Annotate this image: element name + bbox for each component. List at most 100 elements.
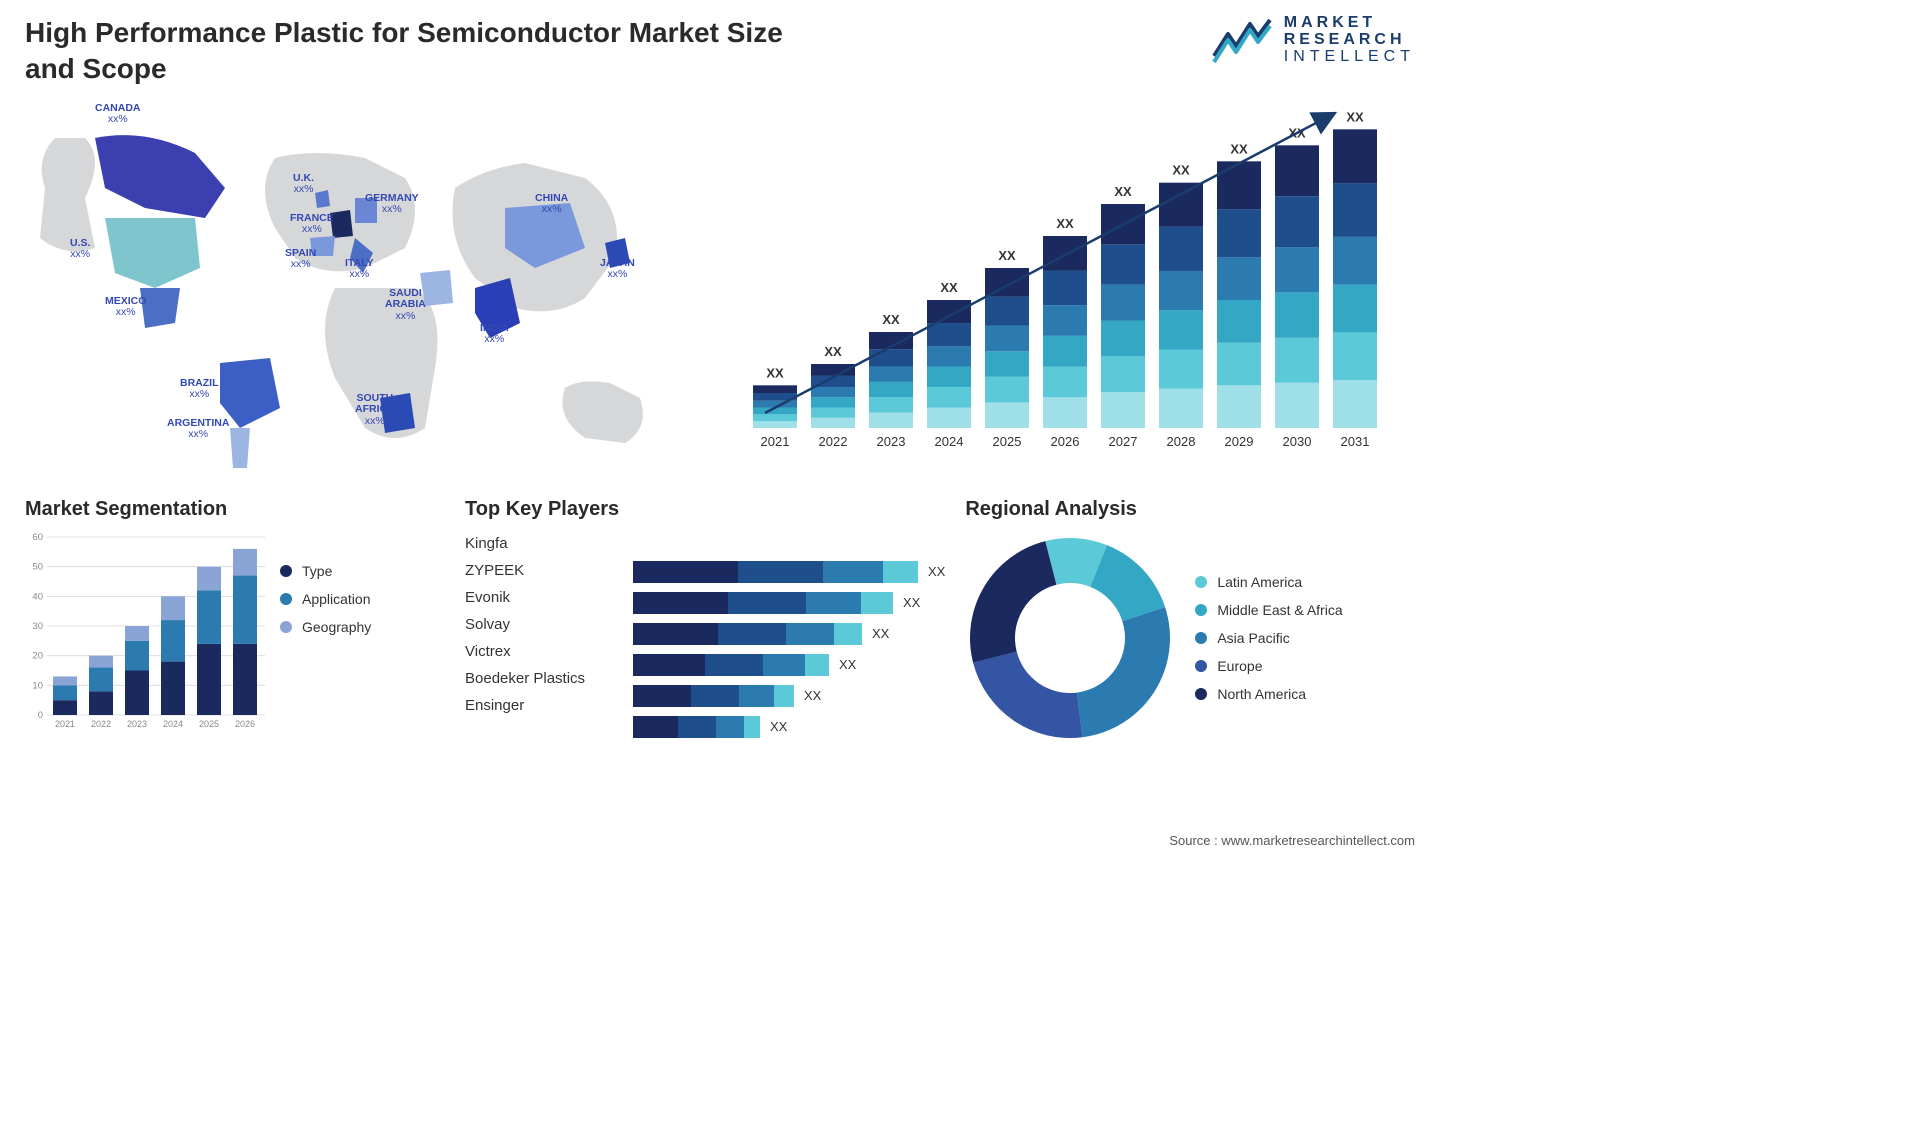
player-bar-value: XX (903, 595, 920, 610)
donut-slice (973, 651, 1082, 737)
main-bar-seg (811, 418, 855, 428)
main-bar-seg (869, 412, 913, 427)
brand-logo: MARKET RESEARCH INTELLECT (1212, 15, 1415, 65)
main-bar-seg (1275, 292, 1319, 337)
segmentation-title: Market Segmentation (25, 498, 445, 521)
player-name: Boedeker Plastics (465, 670, 615, 687)
seg-bar-seg (197, 566, 221, 590)
main-bar-seg (1159, 227, 1203, 271)
logo-line1: MARKET (1284, 15, 1415, 32)
main-bar-seg (1217, 342, 1261, 385)
main-bar-seg (753, 414, 797, 421)
player-name: Victrex (465, 643, 615, 660)
segmentation-chart: 0102030405060202120222023202420252026 (25, 533, 265, 743)
map-label-china: CHINAxx% (535, 193, 568, 216)
main-bar-seg (927, 366, 971, 386)
svg-text:60: 60 (32, 533, 43, 543)
seg-legend-item: Application (280, 591, 371, 607)
seg-bar-seg (53, 700, 77, 715)
main-bar-seg (1333, 183, 1377, 237)
main-bar-seg (985, 325, 1029, 351)
main-bar-seg (753, 421, 797, 428)
main-bar-seg (1101, 356, 1145, 392)
main-bar-seg (1217, 257, 1261, 300)
main-bar-value: XX (1230, 141, 1248, 156)
main-bar-seg (869, 382, 913, 397)
seg-bar-seg (89, 655, 113, 667)
seg-bar-seg (125, 670, 149, 715)
map-argentina (230, 428, 250, 468)
main-bar-seg (1159, 389, 1203, 428)
seg-legend-item: Type (280, 563, 371, 579)
main-bar-seg (927, 407, 971, 427)
seg-bar-seg (233, 644, 257, 715)
logo-line2: RESEARCH (1284, 32, 1415, 49)
map-label-canada: CANADAxx% (95, 103, 141, 126)
donut-slice (1077, 607, 1170, 737)
main-bar-seg (869, 349, 913, 366)
regional-title: Regional Analysis (965, 498, 1415, 521)
main-bar-seg (1275, 145, 1319, 196)
main-bar-seg (811, 407, 855, 417)
world-map-panel: CANADAxx%U.S.xx%MEXICOxx%BRAZILxx%ARGENT… (25, 98, 705, 478)
main-bar-value: XX (766, 365, 784, 380)
seg-bar-seg (161, 596, 185, 620)
main-bar-seg (1275, 383, 1319, 428)
main-bar-seg (1043, 270, 1087, 305)
main-bar-seg (1159, 349, 1203, 388)
players-bars: XXXXXXXXXXXX (633, 533, 945, 738)
players-list: KingfaZYPEEKEvonikSolvayVictrexBoedeker … (465, 533, 615, 738)
main-bar-seg (1159, 182, 1203, 226)
main-bar-year: 2023 (877, 434, 906, 449)
seg-bar-seg (161, 620, 185, 662)
main-bar-seg (1101, 284, 1145, 320)
seg-bar-seg (53, 676, 77, 685)
main-bar-seg (1333, 380, 1377, 428)
map-label-argentina: ARGENTINAxx% (167, 418, 229, 441)
main-bar-seg (811, 397, 855, 407)
main-bar-seg (1275, 337, 1319, 382)
players-title: Top Key Players (465, 498, 945, 521)
main-bar-seg (927, 323, 971, 346)
seg-bar-seg (197, 590, 221, 643)
regional-legend-item: Asia Pacific (1195, 630, 1342, 646)
main-bar-seg (1043, 366, 1087, 397)
main-bar-value: XX (1114, 184, 1132, 199)
main-bar-year: 2028 (1167, 434, 1196, 449)
main-bar-year: 2021 (761, 434, 790, 449)
main-bar-year: 2031 (1341, 434, 1370, 449)
main-bar-seg (985, 377, 1029, 403)
seg-bar-seg (197, 644, 221, 715)
svg-text:30: 30 (32, 621, 43, 632)
seg-bar-seg (89, 667, 113, 691)
main-bar-value: XX (998, 248, 1016, 263)
main-bar-value: XX (824, 344, 842, 359)
main-bar-value: XX (1346, 109, 1364, 124)
main-bar-seg (985, 402, 1029, 428)
svg-text:2021: 2021 (55, 719, 75, 729)
main-bar-seg (1275, 196, 1319, 247)
map-label-france: FRANCExx% (290, 213, 334, 236)
main-bar-seg (927, 387, 971, 407)
main-bar-seg (1159, 271, 1203, 310)
map-uk (315, 190, 330, 208)
svg-text:2022: 2022 (91, 719, 111, 729)
player-bar-value: XX (872, 626, 889, 641)
main-bar-seg (1333, 129, 1377, 183)
main-bar-seg (1333, 284, 1377, 332)
main-bar-seg (1217, 300, 1261, 343)
map-label-germany: GERMANYxx% (365, 193, 419, 216)
main-bar-seg (1101, 392, 1145, 428)
player-bar-row: XX (633, 623, 945, 645)
main-bar-seg (1043, 397, 1087, 428)
seg-bar-seg (125, 626, 149, 641)
main-bar-seg (1333, 237, 1377, 285)
map-label-u.k.: U.K.xx% (293, 173, 314, 196)
main-bar-seg (753, 385, 797, 393)
logo-line3: INTELLECT (1284, 49, 1415, 66)
regional-donut (965, 533, 1175, 743)
player-bar-value: XX (770, 719, 787, 734)
page-title: High Performance Plastic for Semiconduct… (25, 15, 805, 88)
player-name: Ensinger (465, 697, 615, 714)
seg-bar-seg (53, 685, 77, 700)
